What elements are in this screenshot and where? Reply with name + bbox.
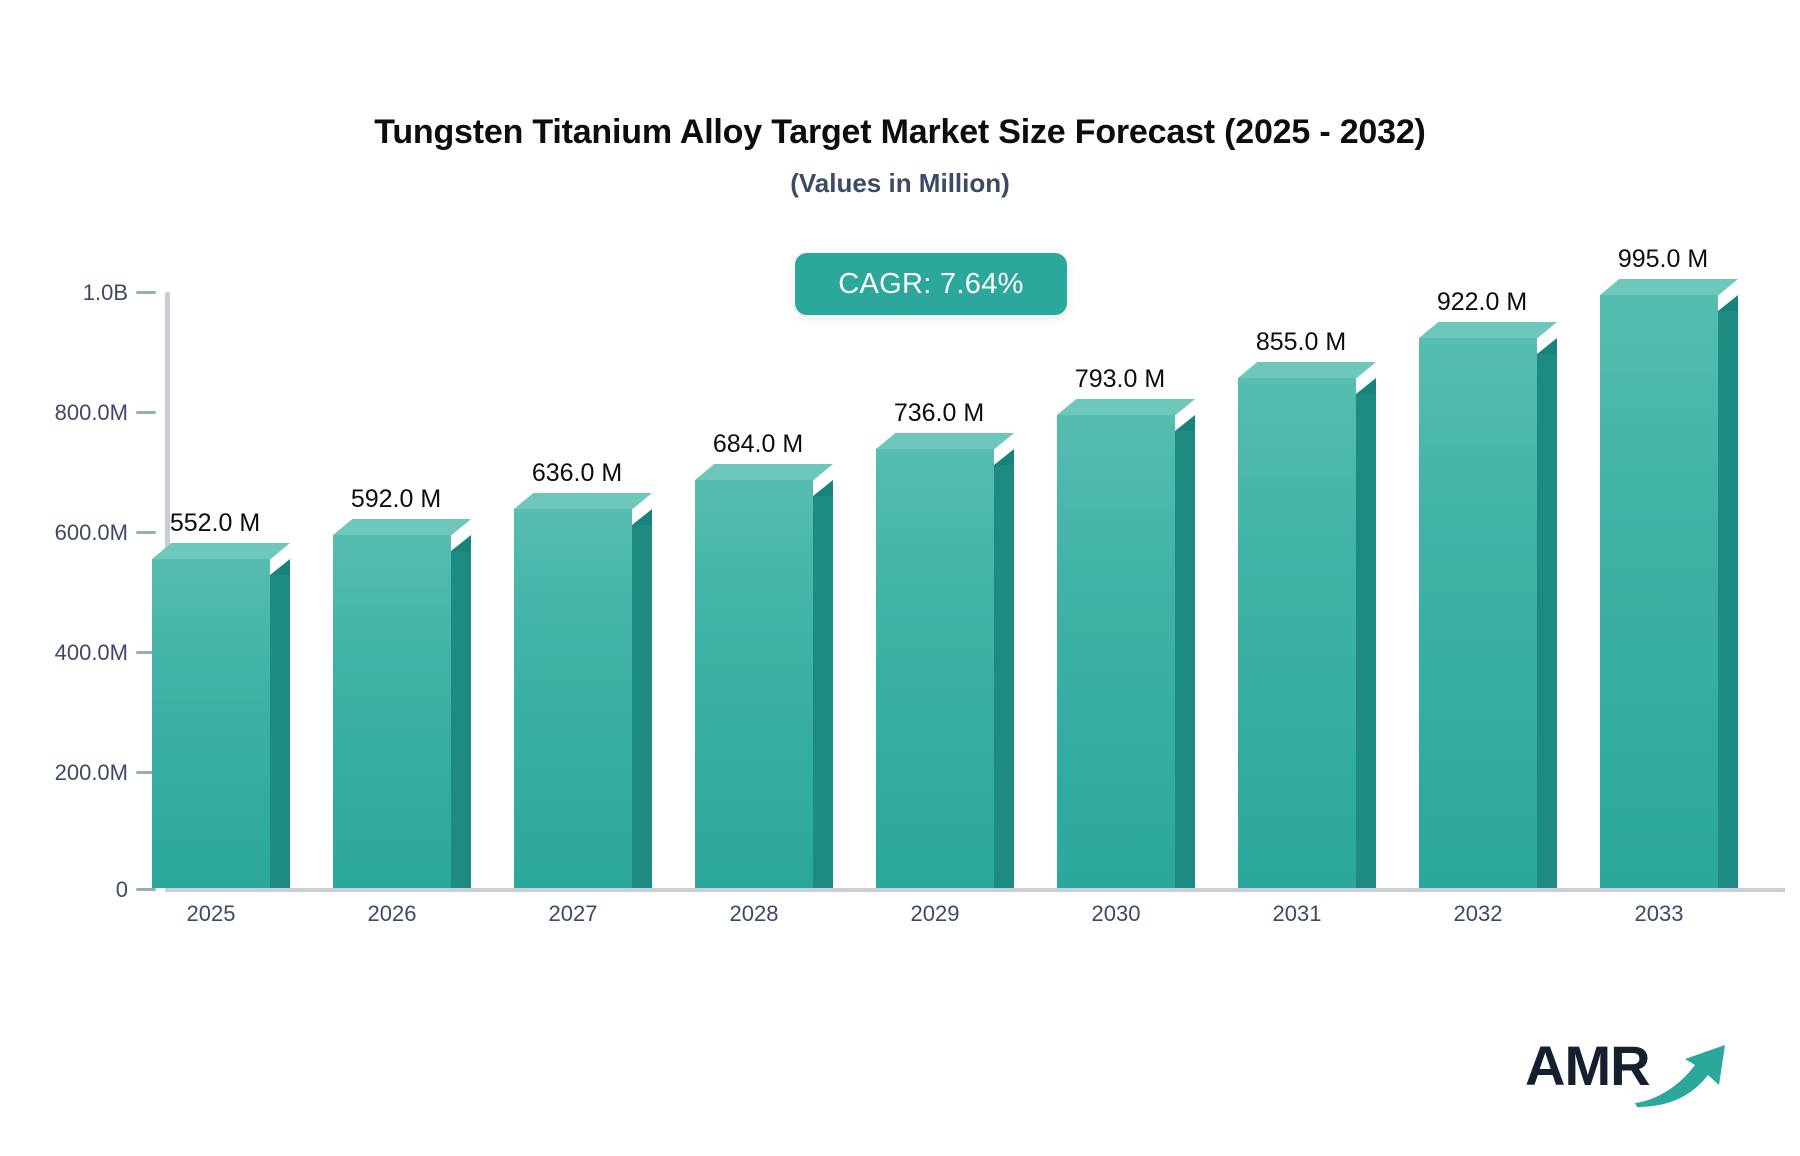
bar-side-2028 <box>813 496 833 888</box>
bar-side-cap-2026 <box>451 535 471 551</box>
x-tick-label-2026: 2026 <box>367 901 417 926</box>
bar-front-2030 <box>1057 415 1175 888</box>
x-tick-label-2032: 2032 <box>1453 901 1503 926</box>
bar-value-2031: 855.0 M <box>1255 328 1347 356</box>
amr-logo-text: AMR <box>1525 1034 1651 1097</box>
y-tick-label-5: 1.0B <box>82 280 128 305</box>
x-tick-label-2027: 2027 <box>548 901 598 926</box>
bar-side-cap-2028 <box>813 480 833 496</box>
growth-arrow-icon <box>1635 1045 1725 1107</box>
bar-2029[interactable] <box>876 433 1014 888</box>
x-tick-label-2025: 2025 <box>186 901 236 926</box>
bar-value-2029: 736.0 M <box>893 399 985 427</box>
cagr-badge-label: CAGR: 7.64% <box>838 267 1024 300</box>
bar-side-2026 <box>451 551 471 888</box>
bar-side-cap-2025 <box>270 559 290 575</box>
bar-side-cap-2029 <box>994 449 1014 465</box>
bar-value-2033: 995.0 M <box>1617 245 1709 273</box>
y-tick-dash-5 <box>136 291 156 294</box>
x-axis-line <box>165 888 1785 892</box>
y-tick-dash-0 <box>136 888 156 891</box>
bar-value-2027: 636.0 M <box>531 459 623 487</box>
bar-front-2025 <box>152 559 270 888</box>
bar-side-2030 <box>1175 431 1195 888</box>
page-title: Tungsten Titanium Alloy Target Market Si… <box>374 113 1426 151</box>
chart-subtitle: (Values in Million) <box>790 168 1010 198</box>
bar-top-2026 <box>333 519 471 535</box>
bar-front-2026 <box>333 535 451 888</box>
bar-2028[interactable] <box>695 464 833 888</box>
bar-top-2032 <box>1419 322 1557 338</box>
bar-2027[interactable] <box>514 493 652 888</box>
bar-side-cap-2032 <box>1537 338 1557 354</box>
bar-front-2032 <box>1419 338 1537 888</box>
bar-side-2032 <box>1537 354 1557 888</box>
bar-value-2032: 922.0 M <box>1436 288 1528 316</box>
bar-value-2030: 793.0 M <box>1074 365 1166 393</box>
bar-2030[interactable] <box>1057 399 1195 888</box>
bar-value-2026: 592.0 M <box>350 485 442 513</box>
y-tick-label-4: 800.0M <box>54 400 128 425</box>
cagr-badge: CAGR: 7.64% <box>795 253 1067 315</box>
bar-top-2031 <box>1238 362 1376 378</box>
y-tick-label-3: 600.0M <box>54 520 128 545</box>
bar-side-cap-2031 <box>1356 378 1376 394</box>
bar-2026[interactable] <box>333 519 471 888</box>
x-tick-label-2028: 2028 <box>729 901 779 926</box>
x-tick-label-2033: 2033 <box>1634 901 1684 926</box>
y-tick-label-2: 400.0M <box>54 640 128 665</box>
x-tick-label-2031: 2031 <box>1272 901 1322 926</box>
bar-side-2029 <box>994 465 1014 888</box>
bar-2031[interactable] <box>1238 362 1376 888</box>
bar-2032[interactable] <box>1419 322 1557 888</box>
bar-side-2033 <box>1718 311 1738 888</box>
bar-top-2033 <box>1600 279 1738 295</box>
bar-side-2027 <box>632 525 652 888</box>
bar-front-2031 <box>1238 378 1356 888</box>
y-tick-label-0: 0 <box>115 877 128 902</box>
bar-2033[interactable] <box>1600 279 1738 888</box>
bar-value-2028: 684.0 M <box>712 430 804 458</box>
bar-side-2031 <box>1356 394 1376 888</box>
bar-top-2029 <box>876 433 1014 449</box>
y-tick-dash-3 <box>136 531 156 534</box>
amr-logo: AMR <box>1525 1035 1725 1115</box>
y-tick-dash-2 <box>136 651 156 654</box>
x-tick-label-2030: 2030 <box>1091 901 1141 926</box>
y-tick-dash-4 <box>136 411 156 414</box>
y-tick-label-1: 200.0M <box>54 760 128 785</box>
bar-side-cap-2030 <box>1175 415 1195 431</box>
y-tick-dash-1 <box>136 771 156 774</box>
bar-2025[interactable] <box>152 543 290 888</box>
bar-top-2025 <box>152 543 290 559</box>
bar-front-2029 <box>876 449 994 888</box>
bar-front-2027 <box>514 509 632 888</box>
bar-top-2027 <box>514 493 652 509</box>
bar-side-2025 <box>270 575 290 888</box>
bar-top-2028 <box>695 464 833 480</box>
bar-front-2028 <box>695 480 813 888</box>
bar-value-2025: 552.0 M <box>169 509 261 537</box>
x-tick-label-2029: 2029 <box>910 901 960 926</box>
bar-top-2030 <box>1057 399 1195 415</box>
bar-side-cap-2033 <box>1718 295 1738 311</box>
bar-side-cap-2027 <box>632 509 652 525</box>
bar-front-2033 <box>1600 295 1718 888</box>
